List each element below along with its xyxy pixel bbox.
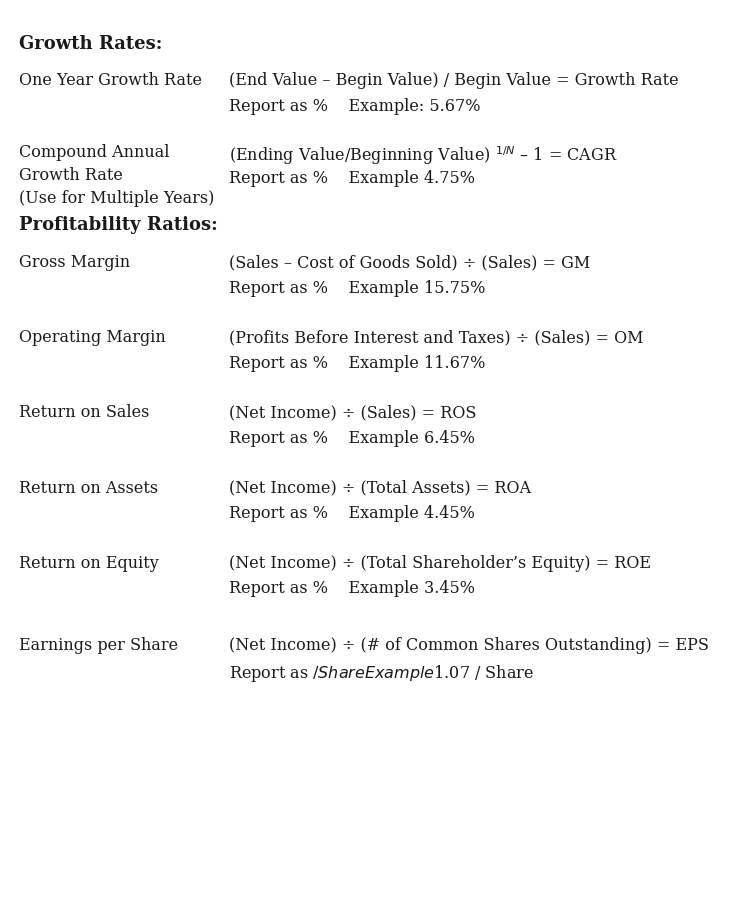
Text: (Net Income) ÷ (# of Common Shares Outstanding) = EPS: (Net Income) ÷ (# of Common Shares Outst… (229, 637, 709, 655)
Text: (Sales – Cost of Goods Sold) ÷ (Sales) = GM: (Sales – Cost of Goods Sold) ÷ (Sales) =… (229, 254, 590, 271)
Text: (Net Income) ÷ (Total Assets) = ROA: (Net Income) ÷ (Total Assets) = ROA (229, 480, 532, 497)
Text: (End Value – Begin Value) / Begin Value = Growth Rate: (End Value – Begin Value) / Begin Value … (229, 72, 679, 90)
Text: Report as %    Example: 5.67%: Report as % Example: 5.67% (229, 98, 481, 116)
Text: (Profits Before Interest and Taxes) ÷ (Sales) = OM: (Profits Before Interest and Taxes) ÷ (S… (229, 329, 644, 347)
Text: Report as $ / Share     Example $1.07 / Share: Report as $ / Share Example $1.07 / Shar… (229, 663, 535, 684)
Text: (Net Income) ÷ (Total Shareholder’s Equity) = ROE: (Net Income) ÷ (Total Shareholder’s Equi… (229, 555, 651, 572)
Text: Report as %    Example 4.45%: Report as % Example 4.45% (229, 505, 475, 523)
Text: Earnings per Share: Earnings per Share (19, 637, 178, 655)
Text: (Net Income) ÷ (Sales) = ROS: (Net Income) ÷ (Sales) = ROS (229, 404, 477, 422)
Text: (Use for Multiple Years): (Use for Multiple Years) (19, 190, 214, 207)
Text: Gross Margin: Gross Margin (19, 254, 130, 271)
Text: Growth Rate: Growth Rate (19, 167, 123, 184)
Text: Profitability Ratios:: Profitability Ratios: (19, 216, 217, 235)
Text: Report as %    Example 4.75%: Report as % Example 4.75% (229, 170, 475, 187)
Text: Return on Sales: Return on Sales (19, 404, 149, 422)
Text: Operating Margin: Operating Margin (19, 329, 165, 347)
Text: Compound Annual: Compound Annual (19, 144, 169, 161)
Text: Report as %    Example 11.67%: Report as % Example 11.67% (229, 355, 486, 372)
Text: Report as %    Example 6.45%: Report as % Example 6.45% (229, 430, 475, 447)
Text: (Ending Value/Beginning Value) $^{1/N}$ – 1 = CAGR: (Ending Value/Beginning Value) $^{1/N}$ … (229, 144, 618, 167)
Text: One Year Growth Rate: One Year Growth Rate (19, 72, 202, 90)
Text: Report as %    Example 3.45%: Report as % Example 3.45% (229, 580, 475, 598)
Text: Return on Assets: Return on Assets (19, 480, 158, 497)
Text: Growth Rates:: Growth Rates: (19, 35, 162, 53)
Text: Report as %    Example 15.75%: Report as % Example 15.75% (229, 280, 486, 297)
Text: Return on Equity: Return on Equity (19, 555, 159, 572)
